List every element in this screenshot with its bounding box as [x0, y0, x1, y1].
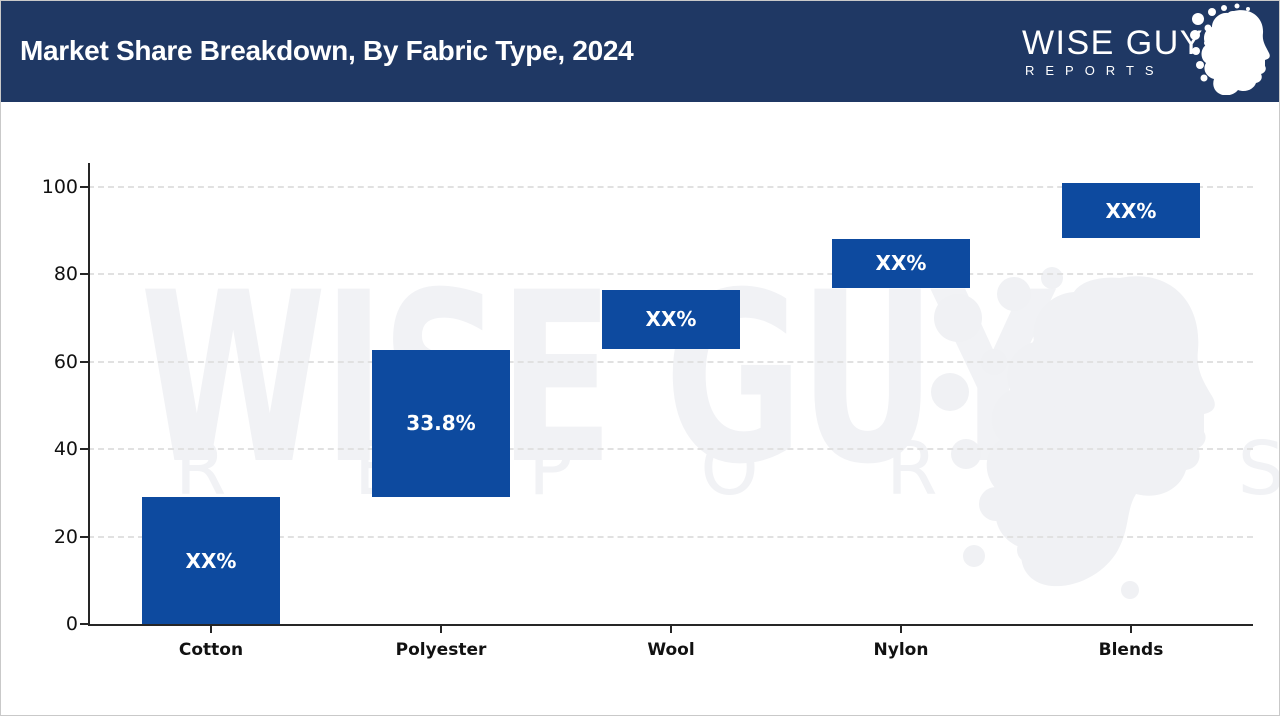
bar-blends: XX% — [1062, 183, 1200, 239]
y-tick-label: 0 — [65, 613, 78, 635]
x-tick-mark — [900, 625, 902, 633]
y-tick-label: 80 — [53, 263, 78, 286]
y-tick-label: 100 — [41, 176, 78, 198]
x-tick-label-cotton: Cotton — [178, 640, 244, 660]
x-tick-mark — [210, 625, 212, 633]
gridline-60 — [88, 360, 1253, 363]
x-tick-label-polyester: Polyester — [395, 640, 487, 660]
bar-polyester: 33.8% — [372, 349, 510, 498]
bar-value-label: XX% — [1105, 198, 1157, 223]
x-tick-label-blends: Blends — [1098, 640, 1164, 660]
x-tick-label-nylon: Nylon — [873, 640, 929, 660]
market-share-chart: 0 20 40 60 80 100 XX% 33.8% XX% XX% XX% Cotton Polye… — [0, 102, 1280, 715]
bar-nylon: XX% — [832, 238, 970, 288]
x-tick-label-wool: Wool — [647, 640, 695, 660]
brand-head-icon — [1190, 3, 1270, 95]
x-tick-mark — [670, 625, 672, 633]
y-tick-mark — [80, 273, 88, 276]
y-tick-label: 60 — [53, 350, 78, 373]
gridline-40 — [88, 448, 1253, 451]
brand-logo-text: WISE GUY REPORTS — [1022, 26, 1204, 77]
gridline-20 — [88, 535, 1253, 538]
brand-subtitle: REPORTS — [1024, 62, 1165, 78]
y-axis-line — [88, 163, 90, 626]
y-tick-mark — [80, 360, 88, 363]
y-tick-mark — [80, 623, 88, 625]
brand-logo: WISE GUY REPORTS — [1022, 3, 1280, 95]
bar-wool: XX% — [602, 289, 740, 349]
y-tick-label: 40 — [53, 438, 78, 461]
page-title: Market Share Breakdown, By Fabric Type, … — [20, 35, 634, 66]
x-tick-mark — [440, 625, 442, 633]
bar-cotton: XX% — [142, 497, 280, 624]
gridline-100 — [88, 186, 1253, 188]
y-tick-mark — [80, 186, 88, 188]
bar-value-label: XX% — [185, 548, 237, 573]
brand-name: WISE GUY — [1021, 23, 1204, 62]
x-axis-line — [88, 624, 1253, 626]
gridline-80 — [88, 273, 1253, 276]
bar-value-label: 33.8% — [406, 411, 476, 436]
y-tick-label: 20 — [53, 525, 78, 548]
y-tick-mark — [80, 535, 88, 538]
y-tick-mark — [80, 448, 88, 451]
x-tick-mark — [1130, 625, 1132, 633]
bar-value-label: XX% — [645, 307, 697, 332]
bar-value-label: XX% — [875, 251, 927, 276]
header-bar: Market Share Breakdown, By Fabric Type, … — [0, 0, 1280, 102]
